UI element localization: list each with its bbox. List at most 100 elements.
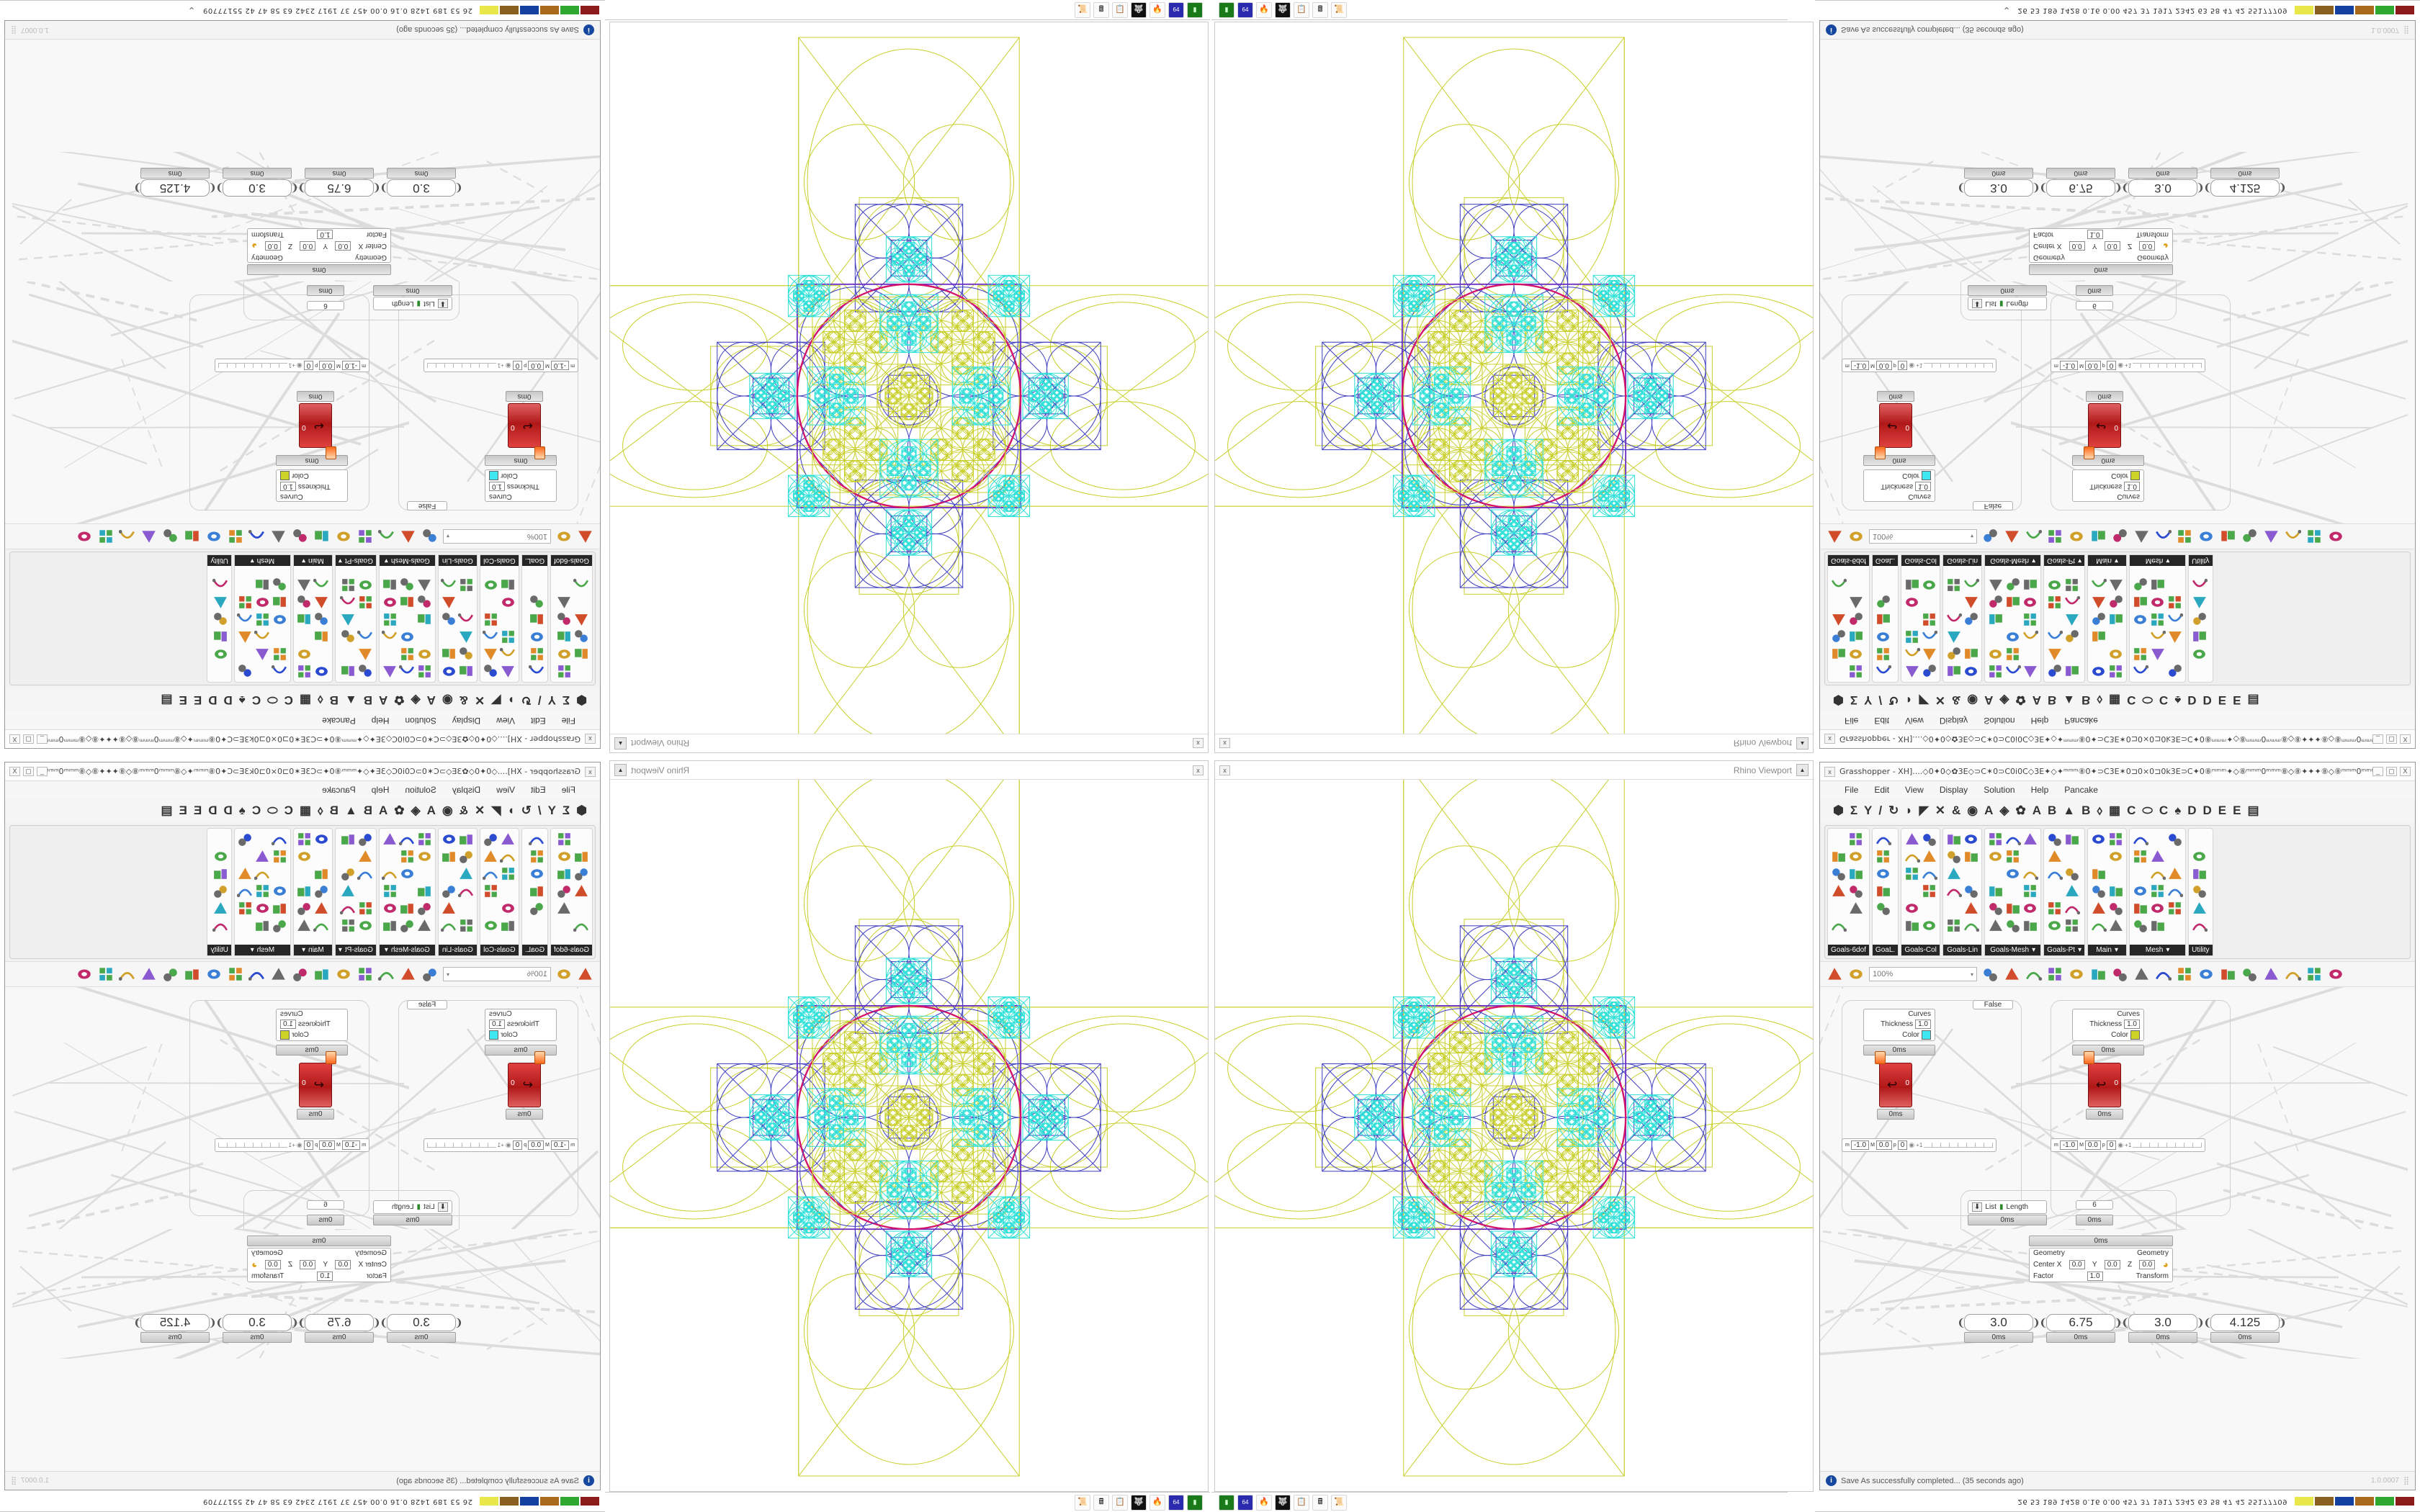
ribbon-icon[interactable] (573, 865, 590, 882)
canvas-tool-icon[interactable] (205, 966, 223, 983)
resize-grip-icon[interactable]: ⣿ (2403, 25, 2409, 34)
menu-item-pancake[interactable]: Pancake (322, 716, 356, 726)
ribbon-icon[interactable] (296, 831, 313, 847)
ribbon-icon[interactable] (1847, 831, 1864, 847)
ribbon-icon[interactable] (1987, 663, 2004, 680)
ribbon-icon[interactable] (500, 629, 516, 645)
count-panel[interactable]: 6 (2076, 1200, 2113, 1210)
canvas-tool-icon[interactable] (76, 966, 93, 983)
ribbon-icon[interactable] (254, 848, 271, 865)
ribbon-icon[interactable] (529, 594, 545, 611)
ribbon-icon[interactable] (1904, 646, 1921, 662)
ribbon-icon[interactable] (1963, 629, 1979, 645)
ribbon-icon[interactable] (1875, 848, 1891, 865)
canvas-tool-icon[interactable] (2003, 528, 2020, 545)
ribbon-icon[interactable] (2149, 848, 2166, 865)
canvas-tool-icon[interactable] (205, 528, 223, 545)
center-y[interactable]: 0.0 (2104, 1259, 2120, 1269)
color-swatch[interactable] (2130, 471, 2140, 480)
rhino-viewport-top-left[interactable]: x Rhino Viewport ▲ (609, 22, 1209, 753)
toolbar-glyph[interactable]: ⬭ (267, 693, 278, 707)
ribbon-tab-goal.[interactable]: GoaL. (1872, 945, 1899, 955)
ribbon-icon[interactable] (296, 900, 313, 917)
chevron-down-icon[interactable]: ▾ (302, 946, 306, 954)
close-icon[interactable]: x (1824, 766, 1835, 777)
ribbon-icon[interactable] (212, 646, 229, 662)
ribbon-icon[interactable] (440, 577, 457, 593)
count-panel[interactable]: 6 (307, 301, 344, 310)
ribbon-icon[interactable] (2149, 611, 2166, 628)
gradient-max[interactable]: 0.0 (2084, 361, 2101, 370)
slider-value[interactable]: 3.0 (223, 179, 292, 197)
menu-item-edit[interactable]: Edit (1874, 716, 1890, 726)
toolbar-glyph[interactable]: ✕ (475, 804, 485, 817)
ribbon-tab-goal.[interactable]: GoaL. (521, 945, 548, 955)
window-titlebar[interactable]: x Grasshopper - XH]....◇0✦0◇✿3E◇⊃C✶0⊃C0i… (5, 762, 600, 781)
ribbon-icon[interactable] (2166, 831, 2183, 847)
calculator-icon[interactable]: 🖩 (1093, 1494, 1109, 1511)
toolbar-glyph[interactable]: ▲ (2063, 693, 2076, 707)
chevron-down-icon[interactable]: ▾ (2166, 946, 2170, 954)
ribbon-icon[interactable] (483, 646, 499, 662)
toggle-handle[interactable] (1875, 446, 1886, 459)
ribbon-icon[interactable] (556, 883, 573, 899)
ribbon-icon[interactable] (357, 577, 374, 593)
gradient-max[interactable]: 0.0 (528, 1140, 544, 1150)
preview-node-cyan[interactable]: Curves Thickness 1.0 Color (1863, 1009, 1935, 1041)
close-icon[interactable]: x (585, 766, 596, 777)
ribbon-icon[interactable] (313, 917, 330, 934)
canvas-toolbar[interactable]: 100% ▾ (1820, 961, 2415, 987)
toolbar-glyph[interactable]: ↻ (521, 804, 532, 817)
ribbon-icon[interactable] (1830, 917, 1847, 934)
ribbon-icon[interactable] (529, 900, 545, 917)
ribbon-icon[interactable] (1830, 663, 1847, 680)
ribbon-icon[interactable] (2191, 663, 2208, 680)
toolbar-glyph[interactable]: E (2218, 693, 2227, 707)
ribbon-icon[interactable] (2090, 577, 2107, 593)
window-titlebar[interactable]: x Grasshopper - XH]....◇0✦0◇✿3E◇⊃C✶0⊃C0i… (1820, 729, 2415, 748)
canvas-tool-icon[interactable] (335, 528, 352, 545)
zoom-level-select[interactable]: 100% ▾ (443, 967, 551, 981)
ribbon-icon[interactable] (399, 865, 416, 882)
toggle-handle[interactable] (326, 446, 336, 459)
chevron-down-icon[interactable]: ▾ (2032, 946, 2036, 954)
viewport-tabbar[interactable]: x Rhino Viewport ▲ (1215, 761, 1813, 780)
ribbon-icon[interactable] (556, 848, 573, 865)
ribbon-icon[interactable] (1963, 577, 1980, 593)
component-tab-glyph-row[interactable]: ⬢ Σ Y / ↻ ◗ ◤ ✕ & ◉ A ◈ ✿ A B ▲ B ⬨ ▦ C ⬭ C ♠ D D E E ▤ (5, 798, 600, 823)
canvas-tool-icon[interactable] (2305, 528, 2323, 545)
rhino-viewport-bottom-right[interactable]: x Rhino Viewport ▲ (1214, 760, 1814, 1492)
toolbar-glyph[interactable]: ✿ (2015, 804, 2026, 817)
toolbar-glyph[interactable]: ◤ (1919, 804, 1929, 817)
toolbar-glyph[interactable]: A (2032, 804, 2041, 817)
ribbon-icon[interactable] (357, 629, 374, 645)
ribbon-icon[interactable] (399, 629, 416, 645)
ribbon-icon[interactable] (1921, 900, 1937, 917)
ribbon-icon[interactable] (556, 917, 573, 934)
ribbon-icon[interactable] (1875, 865, 1891, 882)
ribbon-tab-goals-6dof[interactable]: Goals-6dof (551, 555, 592, 566)
canvas-tool-icon[interactable] (184, 966, 201, 983)
gradient-min[interactable]: -1.0 (1850, 361, 1870, 370)
number-slider-1[interactable]: 6.75 0ms ❨ ❩ (297, 168, 381, 197)
gradient-handle-icon[interactable]: ◉ (505, 362, 511, 369)
spinner-icon[interactable]: ▲ (1796, 737, 1809, 750)
ribbon-icon[interactable] (296, 611, 313, 628)
ribbon-icon[interactable] (2022, 865, 2039, 882)
ribbon-icon[interactable] (212, 594, 229, 611)
ribbon-icon[interactable] (2046, 848, 2063, 865)
toolbar-glyph[interactable]: A (379, 693, 388, 707)
ribbon-icon[interactable] (2107, 629, 2124, 645)
ribbon-icon[interactable] (1963, 865, 1979, 882)
ribbon-icon[interactable] (1875, 900, 1891, 917)
gradient-max[interactable]: 0.0 (319, 1140, 336, 1150)
ribbon-icon[interactable] (556, 629, 573, 645)
toolbar-glyph[interactable]: ◉ (442, 804, 453, 817)
ribbon-icon[interactable] (458, 577, 475, 593)
ribbon-icon[interactable] (254, 883, 271, 899)
terminal-icon[interactable]: 📜 (1075, 1494, 1090, 1511)
toolbar-glyph[interactable]: & (459, 804, 469, 817)
ribbon-icon[interactable] (2046, 611, 2063, 628)
canvas-tool-icon[interactable] (2219, 966, 2236, 983)
ribbon-icon[interactable] (2149, 577, 2166, 593)
